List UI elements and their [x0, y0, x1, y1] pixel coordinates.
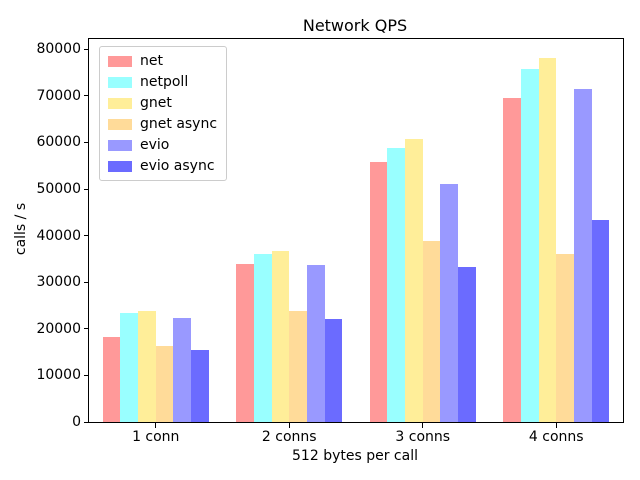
bar-netpoll-4-conns — [520, 69, 539, 422]
legend-item-gnet-async: gnet async — [108, 116, 217, 132]
bar-evio-1-conn — [173, 317, 192, 422]
y-tick-mark — [84, 141, 89, 143]
legend-swatch-gnet — [108, 97, 132, 109]
legend-swatch-gnet-async — [108, 118, 132, 130]
y-tick-label: 50000 — [36, 181, 81, 198]
bar-gnet-async-2-conns — [289, 311, 307, 422]
bar-net-4-conns — [503, 98, 521, 422]
y-tick-mark — [84, 421, 89, 423]
y-tick-label: 20000 — [36, 320, 81, 337]
y-tick-mark — [84, 281, 89, 283]
x-tick-mark — [555, 423, 557, 428]
bar-evio-async-2-conns — [324, 318, 343, 422]
bar-net-1-conn — [102, 336, 121, 422]
bar-evio-4-conns — [573, 88, 592, 422]
x-tick-label-3-conns: 3 conns — [395, 429, 451, 445]
bar-evio-3-conns — [440, 183, 459, 422]
legend-label-gnet: gnet — [140, 95, 172, 111]
legend-item-netpoll: netpoll — [108, 74, 217, 90]
bar-gnet-1-conn — [138, 311, 156, 422]
legend-label-evio-async: evio async — [140, 158, 215, 174]
legend-label-netpoll: netpoll — [140, 74, 189, 90]
legend-swatch-evio — [108, 139, 132, 151]
x-tick-mark — [288, 423, 290, 428]
y-tick-label: 30000 — [36, 274, 81, 291]
x-tick-label-4-conns: 4 conns — [528, 429, 584, 445]
y-tick-label: 70000 — [36, 87, 81, 104]
y-tick-label: 80000 — [36, 41, 81, 58]
legend-item-gnet: gnet — [108, 95, 217, 111]
bar-gnet-async-1-conn — [155, 345, 174, 422]
bar-netpoll-2-conns — [253, 253, 272, 422]
y-tick-label: 0 — [72, 414, 81, 430]
bar-netpoll-3-conns — [387, 147, 406, 422]
x-axis-label: 512 bytes per call — [292, 448, 418, 464]
x-tick-mark — [155, 423, 157, 428]
legend-item-evio-async: evio async — [108, 158, 217, 174]
legend-swatch-netpoll — [108, 76, 132, 88]
y-tick-label: 60000 — [36, 134, 81, 151]
legend-swatch-evio-async — [108, 160, 132, 172]
x-tick-mark — [422, 423, 424, 428]
legend: net netpoll gnet gnet async evio evio async — [99, 46, 228, 181]
y-tick-mark — [84, 328, 89, 330]
bar-evio-2-conns — [306, 265, 325, 422]
y-tick-mark — [84, 48, 89, 50]
bar-group-1-conn — [102, 39, 209, 422]
legend-label-evio: evio — [140, 137, 170, 153]
bar-evio-async-4-conns — [591, 220, 610, 422]
bar-gnet-2-conns — [271, 251, 290, 422]
bar-gnet-async-3-conns — [422, 241, 441, 422]
bar-evio-async-1-conn — [191, 350, 209, 422]
bar-net-2-conns — [236, 263, 254, 422]
y-tick-mark — [84, 188, 89, 190]
x-tick-label-2-conns: 2 conns — [261, 429, 317, 445]
x-tick-label-1-conn: 1 conn — [132, 429, 180, 445]
y-tick-label: 10000 — [36, 367, 81, 384]
bar-group-3-conns — [369, 39, 476, 422]
bar-netpoll-1-conn — [120, 313, 139, 422]
bar-group-2-conns — [236, 39, 343, 422]
y-tick-mark — [84, 235, 89, 237]
y-tick-mark — [84, 374, 89, 376]
legend-item-net: net — [108, 53, 217, 69]
legend-label-net: net — [140, 53, 163, 69]
legend-item-evio: evio — [108, 137, 217, 153]
bar-gnet-async-4-conns — [556, 253, 574, 422]
plot-area: 0 10000 20000 30000 40000 50000 60000 70000 8000… — [36, 38, 624, 445]
y-tick-mark — [84, 95, 89, 97]
y-tick-label: 40000 — [36, 227, 81, 244]
bar-net-3-conns — [369, 162, 388, 422]
bar-gnet-3-conns — [405, 139, 423, 422]
y-axis-label-text: calls / s — [13, 202, 29, 256]
legend-label-gnet-async: gnet async — [140, 116, 218, 132]
legend-swatch-net — [108, 55, 132, 67]
chart-title: Network QPS — [302, 16, 408, 35]
bar-evio-async-3-conns — [458, 266, 476, 422]
bar-group-4-conns — [503, 39, 610, 422]
bar-gnet-4-conns — [538, 57, 557, 422]
